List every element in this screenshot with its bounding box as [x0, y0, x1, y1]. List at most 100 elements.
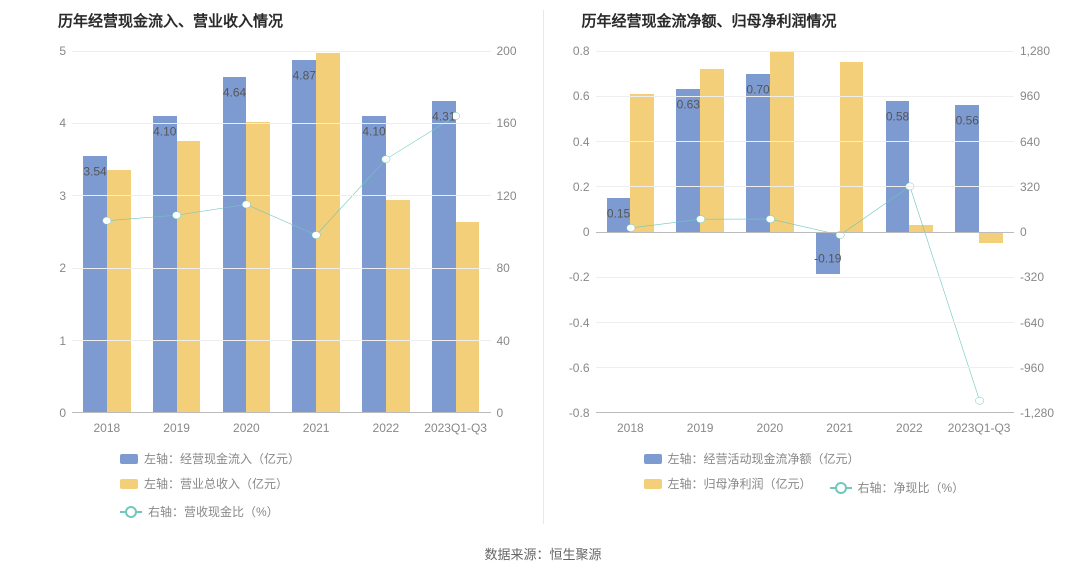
y-tick-left: 0.4 [550, 135, 590, 149]
legend-item: 左轴：营业总收入（亿元） [120, 472, 288, 496]
data-source-footer: 数据来源：恒生聚源 [20, 544, 1066, 563]
y-tick-left: 0 [550, 225, 590, 239]
y-tick-left: 3 [26, 189, 66, 203]
y-axis-right: 04080120160200 [493, 51, 533, 413]
y-tick-right: 1,280 [1020, 44, 1060, 58]
chart-area: -0.8-0.6-0.4-0.200.20.40.60.8 -1,280-960… [554, 43, 1057, 443]
y-tick-left: -0.4 [550, 316, 590, 330]
x-axis: 2018 2019 2020 2021 2022 2023Q1-Q3 [72, 415, 491, 443]
legend-swatch-line [830, 487, 852, 489]
bar-value-label: 0.58 [886, 109, 909, 123]
bar-value-label: 0.15 [607, 206, 630, 220]
grid-line [596, 96, 1015, 97]
zero-line [596, 232, 1015, 233]
bar-value-label: 4.31 [432, 109, 455, 123]
bar-value-label: 4.10 [362, 124, 385, 138]
x-tick: 2022 [896, 421, 923, 435]
x-tick: 2018 [94, 421, 121, 435]
legend: 左轴：经营活动现金流净额（亿元）左轴：归母净利润（亿元） 右轴：净现比（%） [554, 447, 1057, 500]
y-tick-right: -1,280 [1020, 406, 1060, 420]
bar-value-label: 4.10 [153, 124, 176, 138]
y-tick-right: 960 [1020, 89, 1060, 103]
x-tick: 2019 [687, 421, 714, 435]
x-tick: 2019 [163, 421, 190, 435]
legend-swatch-bar [644, 454, 662, 464]
charts-row: 历年经营现金流入、营业收入情况 012345 04080120160200 3.… [20, 10, 1066, 524]
x-tick: 2020 [757, 421, 784, 435]
chart-panel-left: 历年经营现金流入、营业收入情况 012345 04080120160200 3.… [20, 10, 543, 524]
y-tick-right: 120 [497, 189, 537, 203]
bar-value-label: 4.64 [223, 85, 246, 99]
y-tick-left: -0.6 [550, 361, 590, 375]
y-axis-left: -0.8-0.6-0.4-0.200.20.40.60.8 [554, 51, 594, 413]
bar-value-label: 0.70 [746, 82, 769, 96]
legend-label: 左轴：归母净利润（亿元） [668, 472, 812, 496]
x-tick: 2023Q1-Q3 [424, 421, 487, 435]
y-tick-right: 160 [497, 116, 537, 130]
grid-line [72, 340, 491, 341]
grid-line [596, 51, 1015, 52]
grid-line [596, 141, 1015, 142]
chart-area: 012345 04080120160200 3.54 4.10 4.64 4.87 4.… [30, 43, 533, 443]
legend-swatch-line [120, 511, 142, 513]
y-axis-left: 012345 [30, 51, 70, 413]
y-tick-left: 0.6 [550, 89, 590, 103]
x-tick: 2018 [617, 421, 644, 435]
bar-value-label: -0.19 [814, 252, 841, 266]
plot-region: 0.15 0.63 0.70 -0.19 0.58 0.56 [596, 51, 1015, 413]
grid-line [72, 195, 491, 196]
bar-value-label: 0.56 [956, 114, 979, 128]
legend: 左轴：经营现金流入（亿元）左轴：营业总收入（亿元） 右轴：营收现金比（%） [30, 447, 533, 524]
x-axis: 201820192020202120222023Q1-Q3 [596, 415, 1015, 443]
grid-line [72, 51, 491, 52]
grid-line [596, 277, 1015, 278]
legend-item: 右轴：营收现金比（%） [120, 500, 279, 524]
legend-item: 右轴：净现比（%） [830, 476, 965, 500]
y-tick-left: 2 [26, 261, 66, 275]
grid-line [72, 268, 491, 269]
y-tick-left: -0.2 [550, 270, 590, 284]
x-tick: 2022 [373, 421, 400, 435]
y-tick-left: 0.8 [550, 44, 590, 58]
y-tick-right: 200 [497, 44, 537, 58]
bar-value-label: 0.63 [677, 98, 700, 112]
x-tick: 2020 [233, 421, 260, 435]
legend-swatch-bar [644, 479, 662, 489]
y-tick-right: 40 [497, 334, 537, 348]
grid-line [596, 367, 1015, 368]
chart-panel-right: 历年经营现金流净额、归母净利润情况 -0.8-0.6-0.4-0.200.20.… [543, 10, 1067, 524]
grid-line [596, 186, 1015, 187]
bar-value-label: 4.87 [293, 69, 316, 83]
grid-line [596, 322, 1015, 323]
plot-region: 3.54 4.10 4.64 4.87 4.10 4.31 [72, 51, 491, 413]
x-tick: 2021 [303, 421, 330, 435]
legend-item: 左轴：归母净利润（亿元） [644, 472, 812, 496]
legend-label: 左轴：营业总收入（亿元） [144, 472, 288, 496]
chart-title: 历年经营现金流净额、归母净利润情况 [582, 10, 1057, 31]
legend-label: 左轴：经营活动现金流净额（亿元） [668, 447, 860, 471]
y-tick-left: 0 [26, 406, 66, 420]
legend-item: 左轴：经营现金流入（亿元） [120, 447, 300, 471]
y-tick-right: 640 [1020, 135, 1060, 149]
y-tick-right: 80 [497, 261, 537, 275]
legend-label: 右轴：营收现金比（%） [148, 500, 279, 524]
bar-value-label: 3.54 [83, 165, 106, 179]
y-tick-right: -320 [1020, 270, 1060, 284]
legend-swatch-bar [120, 479, 138, 489]
y-tick-right: -960 [1020, 361, 1060, 375]
y-tick-right: 320 [1020, 180, 1060, 194]
x-tick: 2021 [826, 421, 853, 435]
labels-layer: 3.54 4.10 4.64 4.87 4.10 4.31 [72, 51, 491, 412]
y-tick-left: 4 [26, 116, 66, 130]
legend-label: 左轴：经营现金流入（亿元） [144, 447, 300, 471]
chart-title: 历年经营现金流入、营业收入情况 [58, 10, 533, 31]
y-tick-right: 0 [497, 406, 537, 420]
y-tick-left: -0.8 [550, 406, 590, 420]
y-tick-left: 1 [26, 334, 66, 348]
y-tick-left: 5 [26, 44, 66, 58]
grid-line [72, 123, 491, 124]
y-axis-right: -1,280-960-640-32003206409601,280 [1016, 51, 1056, 413]
legend-item: 左轴：经营活动现金流净额（亿元） [644, 447, 860, 471]
legend-swatch-bar [120, 454, 138, 464]
y-tick-left: 0.2 [550, 180, 590, 194]
